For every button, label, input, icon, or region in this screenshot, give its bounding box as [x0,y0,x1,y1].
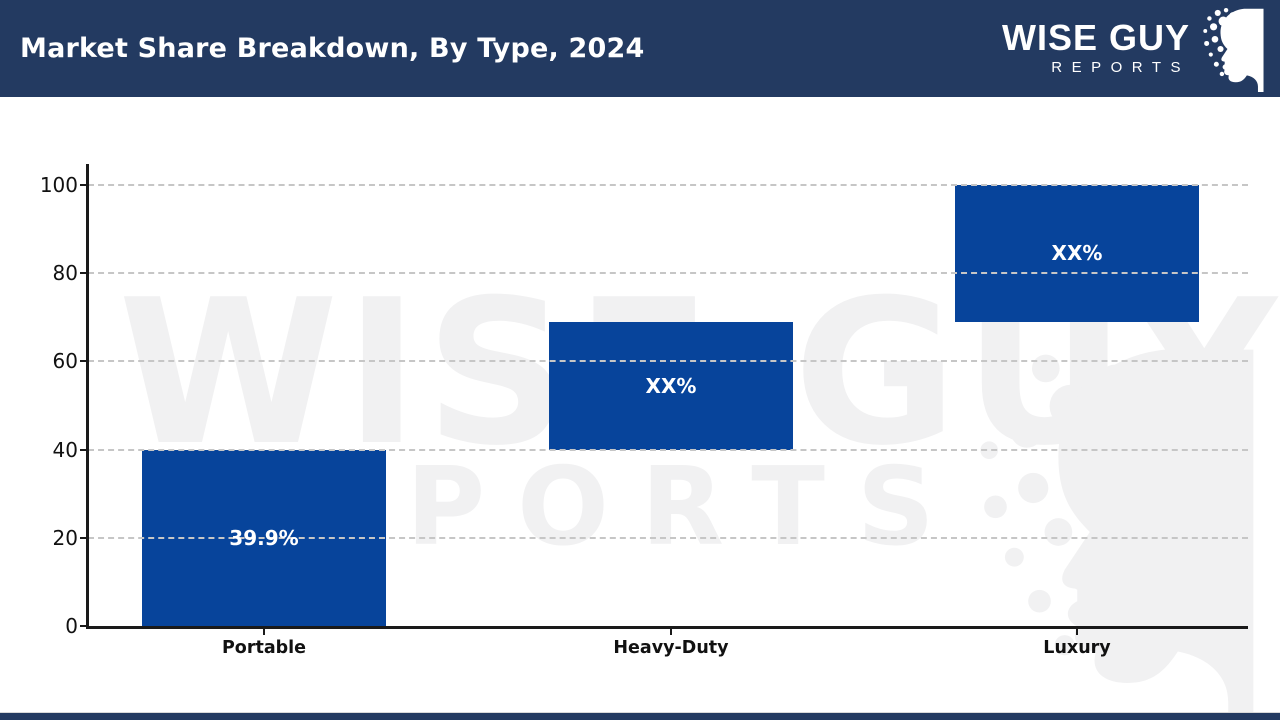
brand-logo-text: WISE GUY REPORTS [1002,20,1190,78]
header-bar: Market Share Breakdown, By Type, 2024 WI… [0,0,1280,97]
page-title: Market Share Breakdown, By Type, 2024 [20,33,645,64]
x-tick-1 [670,628,672,635]
gridline-60 [88,360,1248,363]
brand-name: WISE GUY [1001,17,1190,58]
x-axis-line [86,626,1248,629]
y-tick-80 [80,272,88,275]
category-label: Portable [221,638,307,658]
gridline-80 [88,272,1248,275]
y-tick-label-80: 80 [52,261,78,286]
y-tick-label-60: 60 [52,349,78,374]
y-tick-label-0: 0 [65,614,78,638]
watermark-face-icon [980,345,1254,720]
y-tick-0 [80,625,88,627]
category-label: Luxury [1043,638,1111,658]
y-tick-60 [80,360,88,363]
face-profile-icon [1203,7,1264,92]
x-tick-0 [263,628,265,635]
footer-bar [0,713,1280,720]
y-tick-40 [80,448,88,451]
category-label: Heavy-Duty [613,638,729,658]
bar-value-label: 39.9% [229,525,299,550]
y-tick-label-40: 40 [52,437,78,462]
footer-divider [0,712,1280,713]
brand-subtitle: REPORTS [1051,59,1190,76]
y-axis-line [86,164,89,628]
y-tick-label-100: 100 [39,173,78,197]
bar-value-label: XX% [1051,241,1103,266]
bar-luxury [955,185,1199,322]
bar-heavy-duty [549,321,793,450]
chart-area: WISE GUY REPORTS 0 20 40 60 80 100 39.9% Portab… [0,97,1280,720]
brand-logo: WISE GUY REPORTS [1002,5,1274,93]
x-tick-2 [1076,628,1078,635]
bar-value-label: XX% [645,373,697,398]
gridline-40 [88,448,1248,451]
y-tick-label-20: 20 [52,525,78,550]
y-tick-100 [80,184,88,186]
gridline-100 [88,184,1248,186]
gridline-20 [88,536,1248,539]
y-tick-20 [80,536,88,539]
